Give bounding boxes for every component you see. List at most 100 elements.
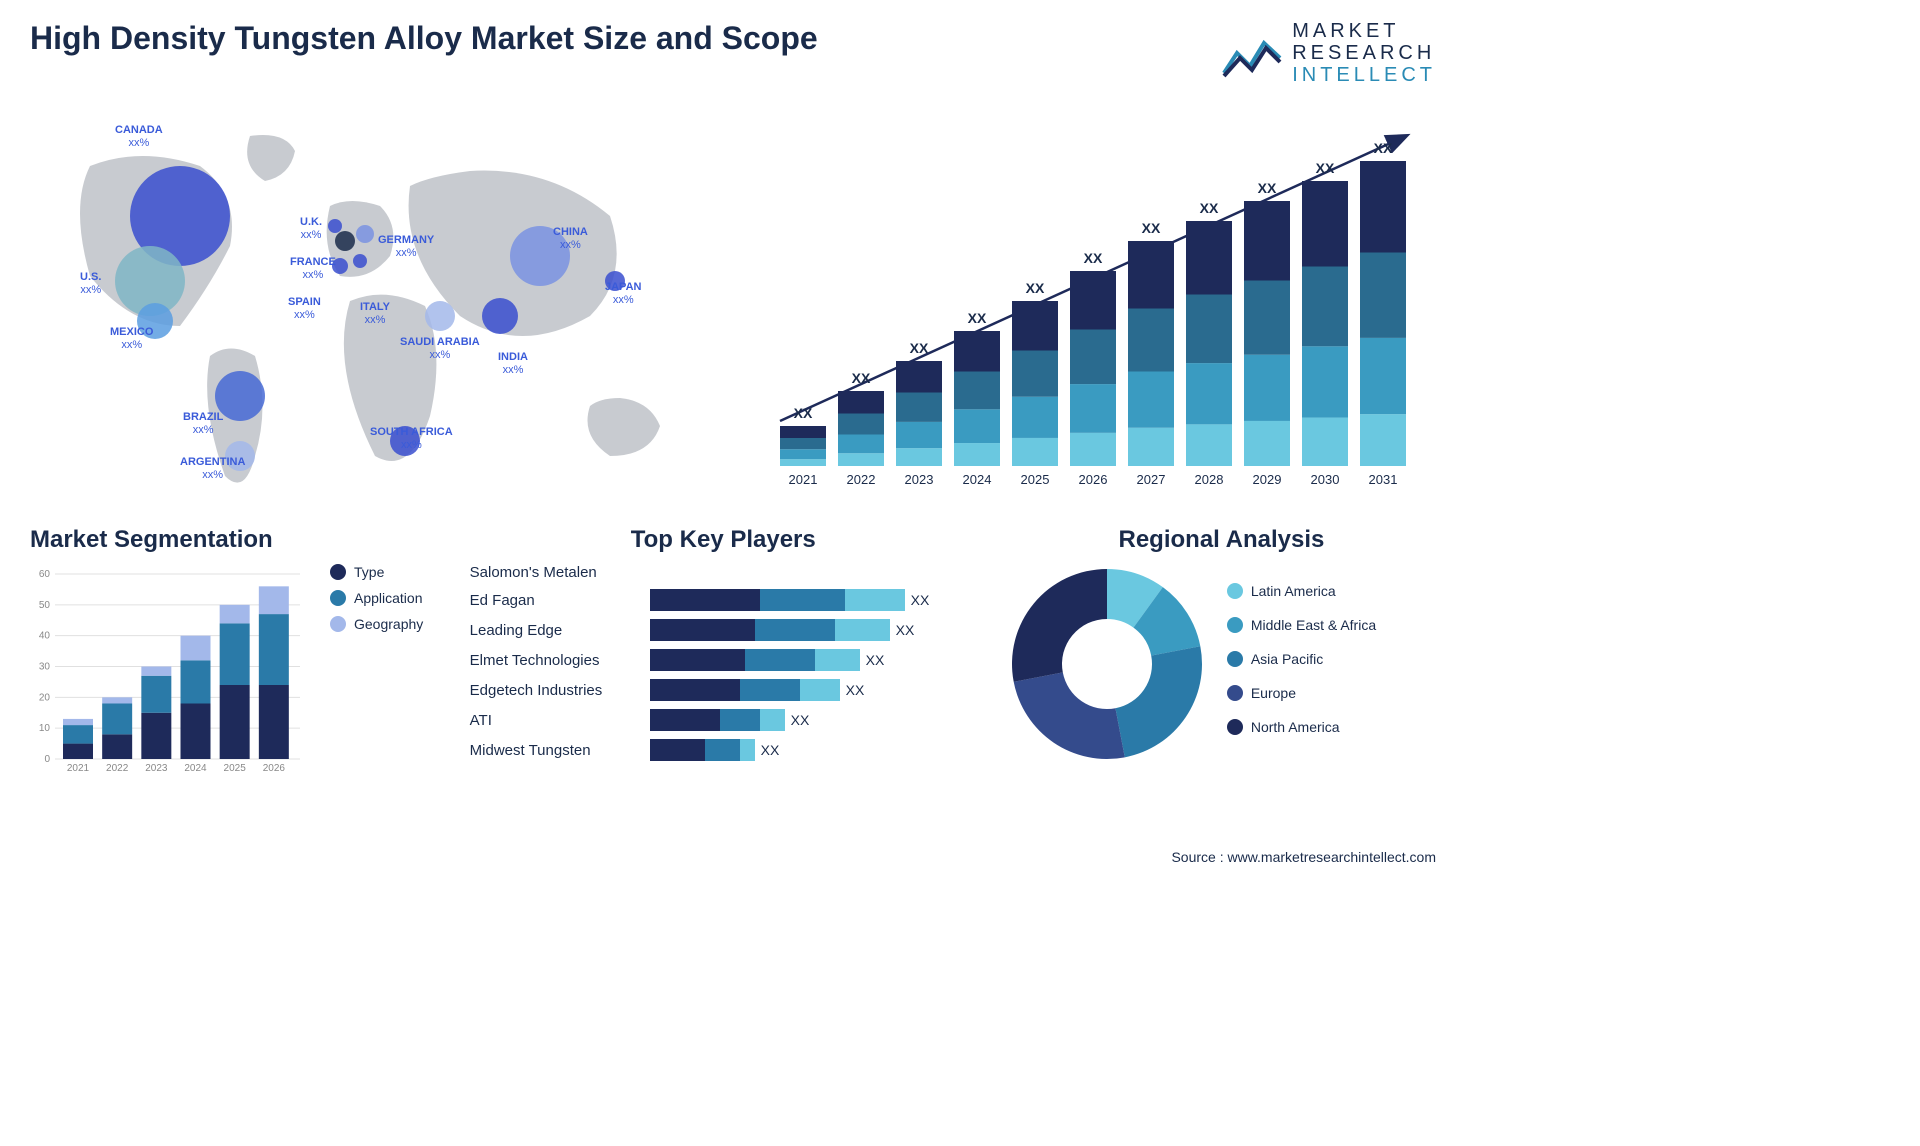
regional-legend-item: Europe — [1227, 685, 1376, 701]
key-player-value: XX — [846, 682, 865, 698]
regional-legend-item: North America — [1227, 719, 1376, 735]
map-label-brazil: BRAZILxx% — [183, 411, 223, 437]
svg-text:2026: 2026 — [263, 763, 286, 774]
key-player-value: XX — [761, 742, 780, 758]
map-label-japan: JAPANxx% — [605, 281, 641, 307]
svg-text:2024: 2024 — [963, 472, 992, 487]
regional-legend-item: Middle East & Africa — [1227, 617, 1376, 633]
map-label-south-africa: SOUTH AFRICAxx% — [370, 426, 453, 452]
key-player-name: Ed Fagan — [470, 592, 640, 609]
map-label-canada: CANADAxx% — [115, 124, 163, 150]
key-player-row: Leading Edge XX — [470, 619, 977, 641]
svg-text:XX: XX — [910, 340, 929, 356]
key-player-value: XX — [791, 712, 810, 728]
key-player-seg — [755, 619, 835, 641]
key-players-panel: Top Key Players Salomon's Metalen Ed Faga… — [470, 526, 977, 774]
map-label-italy: ITALYxx% — [360, 301, 390, 327]
key-player-bar: XX — [650, 679, 977, 701]
header: High Density Tungsten Alloy Market Size … — [0, 0, 1466, 96]
legend-label: North America — [1251, 719, 1340, 735]
logo-line-1: MARKET — [1292, 20, 1436, 42]
svg-text:2025: 2025 — [1021, 472, 1050, 487]
key-players-title: Top Key Players — [470, 526, 977, 554]
key-player-row: Midwest Tungsten XX — [470, 739, 977, 761]
bottom-row: Market Segmentation 01020304050602021202… — [0, 516, 1466, 774]
key-player-seg — [650, 649, 745, 671]
svg-text:2023: 2023 — [905, 472, 934, 487]
key-player-name: Edgetech Industries — [470, 682, 640, 699]
legend-label: Asia Pacific — [1251, 651, 1323, 667]
key-player-bar: XX — [650, 589, 977, 611]
logo: MARKET RESEARCH INTELLECT — [1222, 20, 1436, 86]
svg-text:2023: 2023 — [145, 763, 168, 774]
seg-legend-geography: Geography — [330, 616, 423, 632]
top-row: CANADAxx% U.S.xx% MEXICOxx% BRAZILxx% ARGENT… — [0, 96, 1466, 516]
key-player-seg — [815, 649, 860, 671]
logo-line-2: RESEARCH — [1292, 42, 1436, 64]
svg-text:XX: XX — [1142, 220, 1161, 236]
legend-swatch — [1227, 617, 1243, 633]
map-label-saudi-arabia: SAUDI ARABIAxx% — [400, 336, 480, 362]
logo-line-3: INTELLECT — [1292, 64, 1436, 86]
key-player-name: Salomon's Metalen — [470, 564, 640, 581]
map-label-argentina: ARGENTINAxx% — [180, 456, 245, 482]
key-player-seg — [650, 709, 720, 731]
page-title: High Density Tungsten Alloy Market Size … — [30, 20, 818, 57]
legend-swatch — [330, 590, 346, 606]
map-label-u-s-: U.S.xx% — [80, 271, 101, 297]
source-text: Source : www.marketresearchintellect.com — [1171, 849, 1436, 865]
svg-text:0: 0 — [44, 754, 50, 765]
key-player-name: Midwest Tungsten — [470, 742, 640, 759]
key-player-seg — [845, 589, 905, 611]
legend-label: Middle East & Africa — [1251, 617, 1376, 633]
regional-legend-item: Latin America — [1227, 583, 1376, 599]
world-map-panel: CANADAxx% U.S.xx% MEXICOxx% BRAZILxx% ARGENT… — [30, 106, 730, 506]
legend-label: Geography — [354, 616, 423, 632]
regional-panel: Regional Analysis Latin AmericaMiddle Ea… — [1007, 526, 1436, 774]
svg-text:10: 10 — [39, 723, 51, 734]
key-player-seg — [800, 679, 840, 701]
svg-text:XX: XX — [1374, 140, 1393, 156]
svg-text:2029: 2029 — [1253, 472, 1282, 487]
svg-text:2024: 2024 — [184, 763, 207, 774]
svg-text:2021: 2021 — [789, 472, 818, 487]
regional-donut — [1007, 564, 1207, 764]
key-player-seg — [720, 709, 760, 731]
key-player-name: Elmet Technologies — [470, 652, 640, 669]
svg-text:2025: 2025 — [224, 763, 247, 774]
legend-label: Application — [354, 590, 423, 606]
svg-text:40: 40 — [39, 631, 51, 642]
logo-text: MARKET RESEARCH INTELLECT — [1292, 20, 1436, 86]
key-player-name: Leading Edge — [470, 622, 640, 639]
svg-text:50: 50 — [39, 600, 51, 611]
key-player-row: Elmet TechnologiesXX — [470, 649, 977, 671]
regional-legend-item: Asia Pacific — [1227, 651, 1376, 667]
key-player-seg — [650, 739, 705, 761]
key-player-seg — [760, 709, 785, 731]
svg-text:XX: XX — [1200, 200, 1219, 216]
svg-text:XX: XX — [1316, 160, 1335, 176]
key-player-value: XX — [896, 622, 915, 638]
legend-label: Type — [354, 564, 384, 580]
key-player-name: ATI — [470, 712, 640, 729]
svg-text:2030: 2030 — [1311, 472, 1340, 487]
svg-text:2021: 2021 — [67, 763, 90, 774]
svg-text:2031: 2031 — [1369, 472, 1398, 487]
legend-swatch — [1227, 685, 1243, 701]
svg-text:XX: XX — [1084, 250, 1103, 266]
legend-swatch — [1227, 583, 1243, 599]
key-player-seg — [740, 679, 800, 701]
segmentation-chart: 0102030405060202120222023202420252026 — [30, 564, 310, 774]
svg-text:2027: 2027 — [1137, 472, 1166, 487]
key-player-seg — [760, 589, 845, 611]
svg-text:XX: XX — [1258, 180, 1277, 196]
key-player-row: Edgetech Industries XX — [470, 679, 977, 701]
logo-icon — [1222, 28, 1282, 78]
svg-text:2026: 2026 — [1079, 472, 1108, 487]
key-player-bar: XX — [650, 709, 977, 731]
map-label-mexico: MEXICOxx% — [110, 326, 153, 352]
map-label-u-k-: U.K.xx% — [300, 216, 322, 242]
key-player-seg — [650, 679, 740, 701]
legend-swatch — [330, 616, 346, 632]
legend-label: Latin America — [1251, 583, 1336, 599]
